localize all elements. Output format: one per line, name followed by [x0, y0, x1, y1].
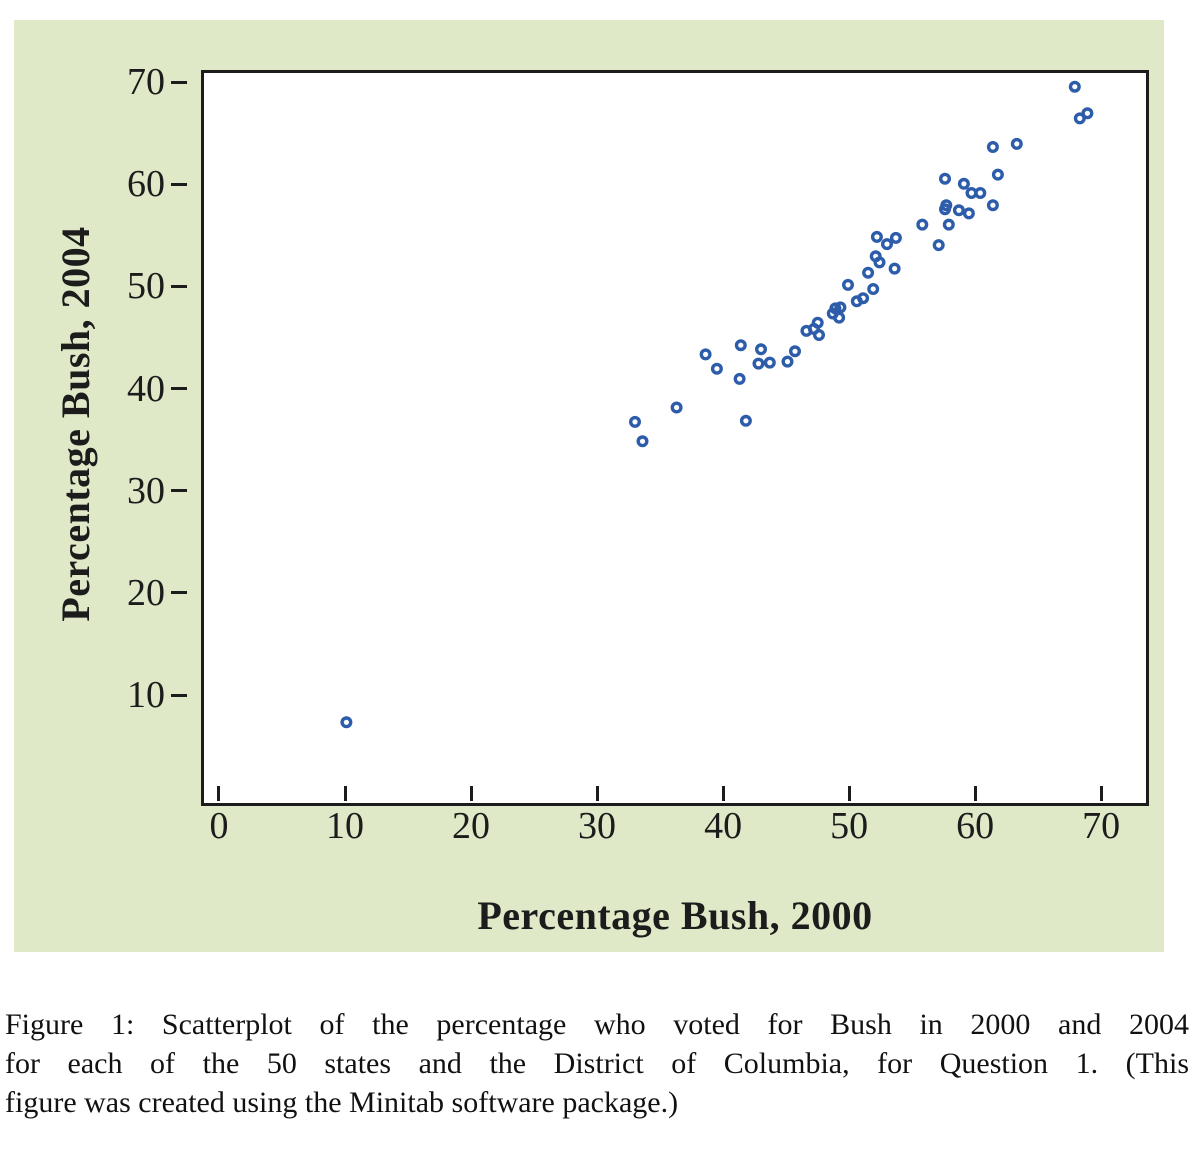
x-tick-label: 60 [956, 805, 995, 847]
data-point: MA: (32.5, 36.8) [636, 435, 649, 448]
data-point: SD: (60.3, 59.9) [986, 199, 999, 212]
x-tick-label: 30 [578, 805, 617, 847]
x-tick-label: 50 [830, 805, 869, 847]
figure-panel: Percentage Bush, 2004 AL: (56.5, 62.5)AK… [14, 20, 1164, 952]
data-point: UT: (66.8, 71.5) [1068, 80, 1081, 93]
data-point: MT: (58.4, 59.1) [962, 207, 975, 220]
data-point: LA: (52.6, 56.7) [889, 231, 902, 244]
data-point: MD: (40.2, 42.9) [733, 372, 746, 385]
plot-area: AL: (56.5, 62.5)AK: (58.6, 61.1)AZ: (51,… [201, 70, 1149, 806]
data-point: NC: (56, 56) [932, 239, 945, 252]
x-tick-label: 40 [704, 805, 743, 847]
data-point: AL: (56.5, 62.5) [939, 172, 952, 185]
data-point: ND: (60.7, 62.9) [991, 168, 1004, 181]
data-point: OH: (50, 50.8) [857, 292, 870, 305]
data-point: ME: (44, 44.6) [781, 355, 794, 368]
data-point: CO: (50.8, 51.7) [867, 282, 880, 295]
y-tick-label: 50 [127, 265, 165, 308]
caption-line: for each of the 50 states and the Distri… [5, 1047, 1189, 1080]
y-tick [171, 387, 187, 391]
y-tick-label: 30 [127, 469, 165, 512]
y-tick [171, 693, 187, 697]
x-tick [217, 786, 221, 801]
data-point: MS: (57.6, 59.4) [952, 204, 965, 217]
data-point: MN: (45.5, 47.6) [800, 324, 813, 337]
x-tick-label: 10 [326, 805, 364, 847]
x-tick [469, 786, 473, 801]
data-point: CA: (41.7, 44.4) [752, 357, 765, 370]
data-point: TN: (51.1, 56.8) [870, 230, 883, 243]
y-tick-label: 40 [127, 367, 165, 410]
caption-line: Figure 1: Scatterplot of the percentage … [5, 1008, 1189, 1041]
data-point: GA: (54.7, 58) [916, 218, 929, 231]
data-point: WI: (47.6, 49.3) [826, 307, 839, 320]
data-point: SC: (56.8, 58) [942, 218, 955, 231]
scatter-svg: AL: (56.5, 62.5)AK: (58.6, 61.1)AZ: (51,… [340, 80, 1094, 729]
x-tick [973, 786, 977, 801]
y-tick-label: 60 [127, 163, 165, 206]
data-point: FL: (48.8, 52.1) [842, 278, 855, 291]
data-point: KY: (56.5, 59.5) [939, 203, 952, 216]
data-point: IL: (42.6, 44.5) [763, 356, 776, 369]
data-point: NJ: (40.3, 46.2) [734, 339, 747, 352]
data-point: MO: (50.4, 53.3) [862, 266, 875, 279]
data-point: VT: (40.7, 38.8) [739, 414, 752, 427]
data-point: NE: (62.2, 65.9) [1010, 137, 1023, 150]
x-tick-label: 0 [209, 805, 229, 847]
y-axis-title: Percentage Bush, 2004 [53, 226, 98, 622]
figure-caption: Figure 1: Scatterplot of the percentage … [5, 1005, 1189, 1122]
data-point: DE: (41.9, 45.8) [755, 343, 768, 356]
data-point: OK: (60.3, 65.6) [986, 140, 999, 153]
caption-line: figure was created using the Minitab sof… [5, 1086, 679, 1119]
data-point: OR: (46.5, 47.2) [813, 329, 826, 342]
data-point: VA: (52.5, 53.7) [888, 262, 901, 275]
data-point: DC: (9, 9.3) [340, 716, 353, 729]
x-tick-label: 70 [1082, 805, 1121, 847]
data-point: NY: (35.2, 40.1) [670, 401, 683, 414]
data-point: HI: (37.5, 45.3) [699, 348, 712, 361]
data-point: ID: (67.2, 68.4) [1073, 112, 1086, 125]
y-tick [171, 182, 187, 186]
data-point: WA: (44.6, 45.6) [789, 345, 802, 358]
x-tick [1099, 786, 1103, 801]
data-point: CT: (38.4, 43.9) [710, 362, 723, 375]
data-point: TX: (59.3, 61.1) [974, 186, 987, 199]
x-tick [343, 786, 347, 801]
x-tick [595, 786, 599, 801]
y-tick [171, 489, 187, 493]
data-point: WY: (67.8, 68.9) [1081, 107, 1094, 120]
data-point: PA: (46.4, 48.4) [811, 316, 824, 329]
x-axis-title: Percentage Bush, 2000 [477, 893, 873, 938]
y-tick-label: 70 [127, 61, 165, 104]
x-tick-label: 20 [452, 805, 491, 847]
data-point: RI: (31.9, 38.7) [629, 415, 642, 428]
y-tick [171, 591, 187, 595]
y-tick-label: 10 [127, 674, 165, 717]
x-tick [721, 786, 725, 801]
data-point: WV: (51.9, 56.1) [881, 238, 894, 251]
y-tick-label: 20 [127, 571, 165, 614]
data-point: AR: (51.3, 54.3) [873, 256, 886, 269]
data-point: KS: (58, 62) [957, 177, 970, 190]
y-tick [171, 284, 187, 288]
x-tick [847, 786, 851, 801]
y-tick [171, 80, 187, 84]
